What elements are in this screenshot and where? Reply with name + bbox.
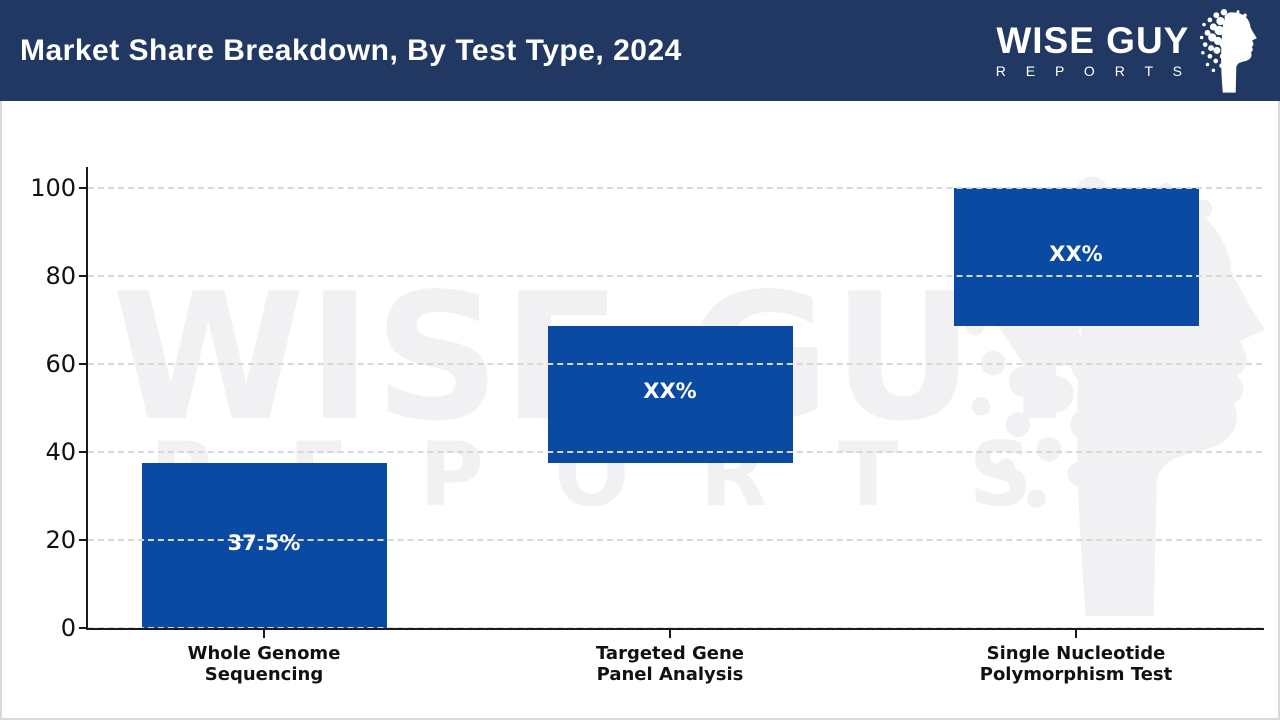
face-dots-icon [1199, 8, 1257, 93]
wiseguy-logo: WISE GUY R E P O R T S [996, 7, 1280, 95]
y-tick-mark-40 [79, 451, 88, 453]
y-tick-mark-20 [79, 539, 88, 541]
y-tick-label-20: 20 [45, 526, 76, 554]
category-label-line: Whole Genome [187, 643, 341, 664]
y-tick-mark-80 [79, 275, 88, 277]
gridline-20 [88, 539, 1262, 541]
x-tick-mark-2 [669, 630, 671, 638]
y-tick-label-0: 0 [60, 614, 76, 642]
bar-value-label-1: 37.5% [227, 530, 301, 555]
logo-subtext: R E P O R T S [995, 63, 1190, 79]
bar-segment-1 [141, 463, 387, 628]
gridline-80 [88, 275, 1262, 277]
bar-value-label-3: XX% [1049, 241, 1103, 266]
category-label-line: Sequencing [204, 664, 324, 685]
gridline-60 [88, 363, 1262, 365]
category-label-line: Targeted Gene [595, 643, 745, 664]
bar-segment-2 [547, 325, 793, 463]
category-label-line: Polymorphism Test [979, 664, 1173, 685]
y-tick-label-80: 80 [45, 262, 76, 290]
x-tick-mark-1 [263, 630, 265, 638]
chart-area: WISE GUY R E P O R T S 37.5% XX% XX% 0 20 40… [0, 101, 1280, 720]
logo-text: WISE GUY R E P O R T S [995, 20, 1190, 80]
y-tick-mark-100 [79, 187, 88, 189]
x-tick-mark-3 [1075, 630, 1077, 638]
x-axis-line [86, 628, 1264, 630]
header-bar: Market Share Breakdown, By Test Type, 20… [0, 0, 1280, 101]
category-label-line: Panel Analysis [596, 664, 744, 685]
y-tick-mark-0 [79, 627, 88, 629]
gridline-100 [88, 187, 1262, 189]
bar-value-label-2: XX% [643, 379, 697, 404]
logo-wordmark: WISE GUY [996, 20, 1190, 61]
y-tick-mark-60 [79, 363, 88, 365]
gridline-40 [88, 451, 1262, 453]
category-label-3: Single Nucleotide Polymorphism Test [906, 643, 1246, 685]
category-label-1: Whole Genome Sequencing [94, 643, 434, 685]
page-title: Market Share Breakdown, By Test Type, 20… [20, 33, 682, 67]
y-tick-label-40: 40 [45, 438, 76, 466]
y-tick-label-100: 100 [30, 174, 76, 202]
category-label-line: Single Nucleotide [986, 643, 1166, 664]
bar-segment-3 [953, 188, 1199, 326]
y-axis-line [86, 167, 88, 630]
plot-area: 37.5% XX% XX% [88, 169, 1262, 629]
category-label-2: Targeted Gene Panel Analysis [500, 643, 840, 685]
y-tick-label-60: 60 [45, 350, 76, 378]
